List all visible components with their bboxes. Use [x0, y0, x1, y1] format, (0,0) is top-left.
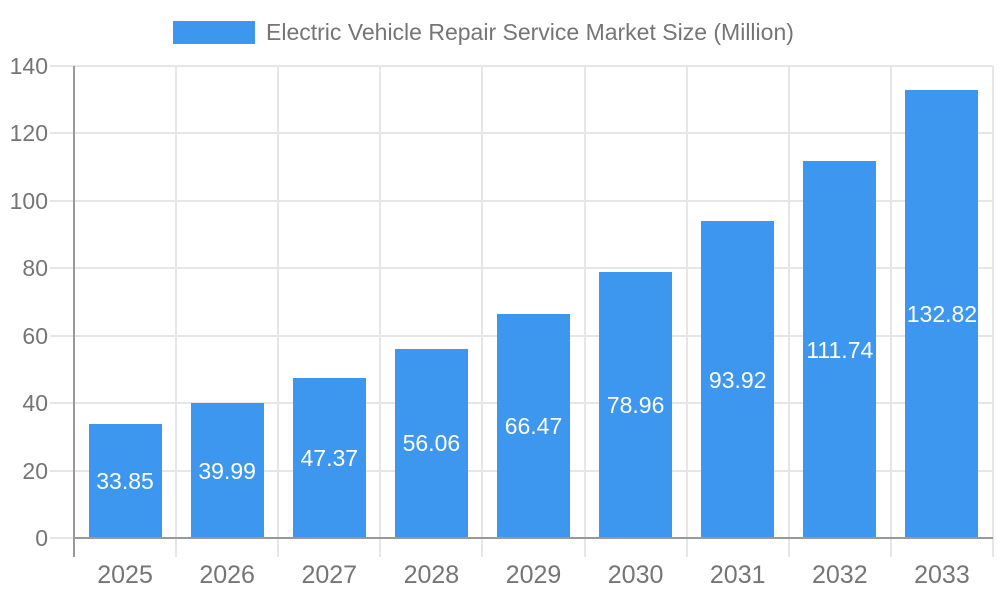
y-axis-tick-label: 20 [22, 457, 48, 484]
legend-swatch [173, 21, 255, 44]
bar-2030[interactable] [599, 271, 673, 538]
bar-value-label: 132.82 [906, 301, 978, 328]
x-axis-tick-label: 2031 [709, 561, 766, 589]
bar-value-label: 56.06 [402, 430, 461, 457]
y-axis-tick-label: 140 [9, 53, 48, 79]
x-axis-tick-label: 2029 [505, 561, 562, 589]
bar-value-label: 66.47 [504, 412, 563, 439]
gridline-v [481, 66, 484, 557]
bar-2032[interactable] [803, 161, 877, 538]
gridline-v [583, 66, 586, 557]
gridline-v [277, 66, 280, 557]
x-axis-tick-label: 2030 [607, 561, 664, 589]
chart-legend[interactable]: Electric Vehicle Repair Service Market S… [173, 21, 794, 44]
y-axis-tick-label: 120 [9, 120, 48, 147]
y-axis-tick-label: 100 [9, 187, 48, 214]
gridline-h [50, 267, 993, 270]
y-axis-tick-label: 60 [22, 322, 48, 349]
x-axis-line [74, 537, 993, 539]
gridline-v [685, 66, 688, 557]
bar-value-label: 39.99 [198, 457, 256, 484]
bar-2027[interactable] [292, 378, 366, 538]
bar-value-label: 111.74 [806, 336, 874, 363]
gridline-v [379, 66, 382, 557]
bar-2029[interactable] [497, 313, 570, 538]
y-axis-tick-label: 40 [22, 390, 48, 417]
gridline-h [50, 132, 993, 135]
chart-title: Electric Vehicle Repair Service Market S… [266, 19, 794, 45]
x-axis-tick-label: 2026 [199, 561, 255, 589]
bar-value-label: 47.37 [300, 445, 359, 472]
bar-2031[interactable] [701, 221, 775, 538]
bar-value-label: 78.96 [606, 391, 665, 418]
gridline-v [175, 66, 178, 557]
y-axis-tick-label: 80 [22, 255, 48, 282]
x-axis-tick-label: 2033 [914, 561, 970, 589]
bar-value-label: 33.85 [96, 467, 154, 494]
y-axis-line [73, 66, 75, 557]
bar-value-label: 93.92 [708, 366, 767, 393]
x-axis-tick-label: 2028 [403, 561, 460, 589]
bar-2028[interactable] [394, 348, 468, 538]
gridline-v [787, 66, 790, 557]
x-axis-tick-label: 2027 [301, 561, 358, 589]
bar-2033[interactable] [905, 90, 979, 538]
bar-2026[interactable] [190, 403, 264, 538]
bar-2025[interactable] [88, 423, 162, 538]
gridline-v [889, 66, 892, 557]
x-axis-tick-label: 2025 [97, 561, 153, 589]
gridline-h [50, 199, 993, 202]
gridline-h [50, 65, 993, 67]
gridline-v [992, 66, 994, 557]
x-axis-tick-label: 2032 [812, 561, 868, 589]
y-axis-tick-label: 0 [35, 525, 48, 551]
